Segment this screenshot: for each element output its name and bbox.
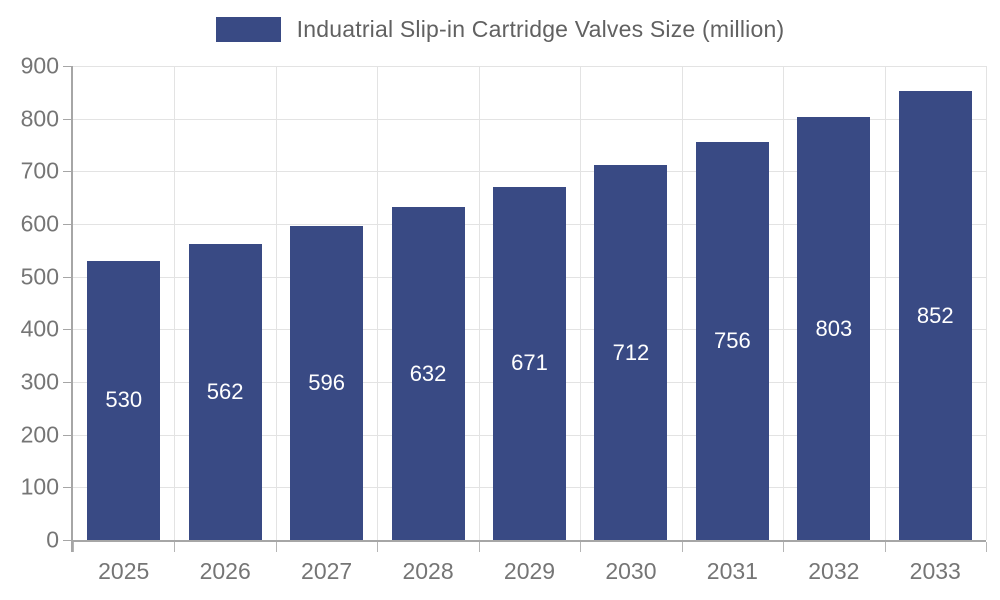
legend-swatch <box>215 17 281 42</box>
x-tick-label-2026: 2026 <box>199 558 251 584</box>
bar-value-label: 562 <box>206 379 244 404</box>
bar-value-label: 596 <box>308 370 345 396</box>
bar-2025: 530 <box>87 260 161 540</box>
bar-2033: 852 <box>898 91 972 540</box>
x-tick-mark <box>884 542 886 552</box>
chart-legend: Induatrial Slip-in Cartridge Valves Size… <box>0 16 1000 43</box>
gridline-vertical <box>783 66 785 540</box>
gridline-vertical <box>580 66 582 540</box>
bar-value-label: 756 <box>714 327 751 353</box>
gridline-vertical <box>884 66 886 540</box>
bar-value-label: 712 <box>612 339 650 365</box>
bar-value-label: 852 <box>916 302 954 328</box>
y-tick-mark <box>63 223 71 225</box>
plot-area: 0 100 200 300 400 500 600 700 800 900 530 2025 562 20… <box>21 53 987 584</box>
x-tick-mark <box>174 542 176 552</box>
y-tick-label: 600 <box>20 210 59 237</box>
x-tick-label-2027: 2027 <box>301 558 353 584</box>
x-tick-label-2029: 2029 <box>503 558 556 584</box>
x-tick-label-2028: 2028 <box>402 558 454 584</box>
gridline-vertical <box>986 66 987 540</box>
gridline-horizontal <box>73 118 986 120</box>
y-tick-label: 500 <box>20 263 59 290</box>
bar-value-label: 803 <box>815 315 853 341</box>
bar-2026: 562 <box>188 244 262 540</box>
x-tick-mark <box>478 542 480 552</box>
gridline-horizontal <box>73 171 986 173</box>
y-tick-mark <box>63 276 71 278</box>
bar-2030: 712 <box>594 165 668 540</box>
gridline-vertical <box>174 66 176 540</box>
y-axis-line <box>71 66 73 552</box>
y-tick-label: 800 <box>20 105 59 132</box>
y-tick-mark <box>63 329 71 331</box>
gridline-vertical <box>275 66 277 540</box>
y-tick-mark <box>63 540 71 541</box>
bar-2031: 756 <box>695 141 769 540</box>
y-tick-label: 100 <box>20 473 59 500</box>
x-tick-label-2030: 2030 <box>605 558 657 584</box>
gridline-vertical <box>478 66 480 540</box>
y-tick-mark <box>63 118 71 120</box>
x-tick-mark <box>73 542 74 552</box>
bar-2029: 671 <box>492 186 566 540</box>
y-tick-label: 400 <box>20 315 59 342</box>
y-tick-mark <box>63 171 71 173</box>
bar-2027: 596 <box>290 226 364 540</box>
y-tick-label: 200 <box>20 421 59 448</box>
x-tick-mark <box>580 542 582 552</box>
y-tick-mark <box>63 66 71 67</box>
legend-label: Induatrial Slip-in Cartridge Valves Size… <box>296 16 785 42</box>
gridline-vertical <box>681 66 683 540</box>
x-tick-label-2031: 2031 <box>706 558 758 584</box>
gridline-vertical <box>377 66 379 540</box>
bar-value-label: 671 <box>511 350 548 376</box>
y-tick-mark <box>63 381 71 383</box>
x-tick-mark <box>377 542 379 552</box>
bar-2032: 803 <box>797 117 871 540</box>
y-tick-mark <box>63 487 71 489</box>
y-tick-mark <box>63 434 71 436</box>
x-tick-label-2032: 2032 <box>808 558 860 584</box>
x-tick-mark <box>783 542 785 552</box>
y-tick-label: 300 <box>20 368 59 395</box>
x-tick-label-2025: 2025 <box>98 558 150 584</box>
x-axis-line <box>71 540 986 542</box>
y-tick-label: 900 <box>20 52 59 79</box>
x-tick-mark <box>986 542 987 552</box>
bar-value-label: 530 <box>105 387 143 413</box>
bar-value-label: 632 <box>409 360 447 386</box>
x-tick-mark <box>681 542 683 552</box>
y-tick-label: 700 <box>20 157 59 184</box>
bar-2028: 632 <box>391 207 465 540</box>
x-tick-mark <box>275 542 277 552</box>
x-tick-label-2033: 2033 <box>909 558 961 584</box>
gridline-horizontal <box>73 66 986 67</box>
y-tick-label: 0 <box>46 526 59 553</box>
